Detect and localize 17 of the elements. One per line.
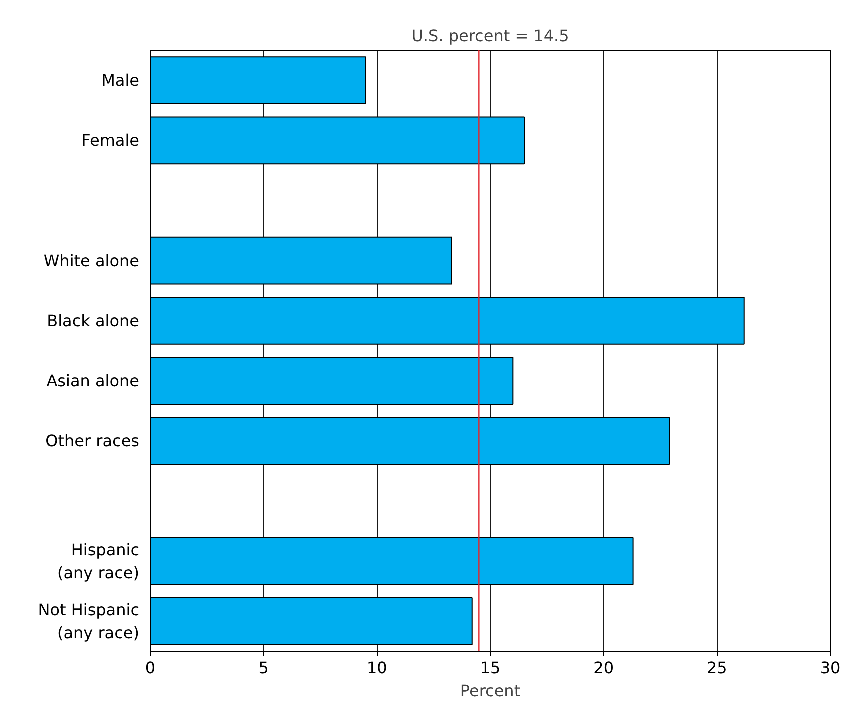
x-tick-label: 5 bbox=[258, 658, 269, 678]
x-axis-title: Percent bbox=[460, 682, 521, 700]
y-tick-label: Not Hispanic (any race) bbox=[38, 600, 140, 642]
x-tick-label: 30 bbox=[820, 658, 841, 678]
x-tick-label: 0 bbox=[145, 658, 156, 678]
ref-line-label: U.S. percent = 14.5 bbox=[412, 26, 570, 46]
y-tick-label: White alone bbox=[44, 251, 140, 270]
y-tick-label: Female bbox=[82, 131, 140, 150]
y-tick-label: Asian alone bbox=[46, 372, 140, 391]
x-tick-label: 25 bbox=[706, 658, 728, 678]
x-tick-label: 15 bbox=[480, 658, 501, 678]
y-tick-label: Other races bbox=[46, 432, 140, 451]
x-tick-label: 20 bbox=[594, 658, 614, 678]
x-tick-label: 10 bbox=[366, 658, 388, 678]
y-tick-label: Black alone bbox=[47, 311, 140, 330]
y-tick-label: Hispanic (any race) bbox=[57, 540, 140, 582]
y-tick-label: Male bbox=[102, 71, 140, 90]
